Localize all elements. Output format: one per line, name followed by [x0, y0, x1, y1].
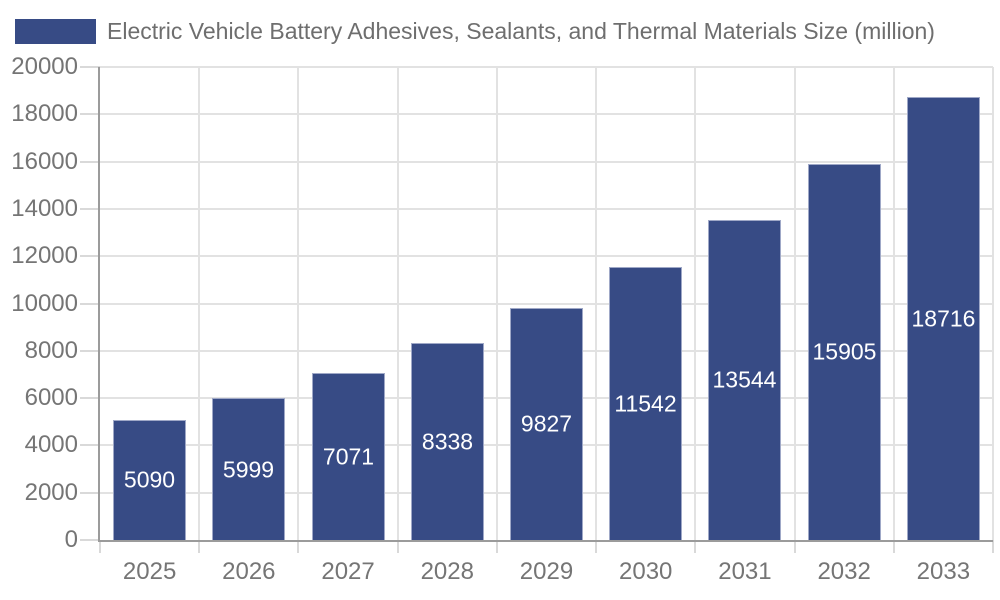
y-tick-label: 20000: [11, 53, 78, 80]
x-axis-line: [98, 540, 993, 542]
y-tick-label: 12000: [11, 242, 78, 270]
bar-2026[interactable]: 5999: [212, 398, 285, 540]
gridline-horizontal: [100, 66, 993, 68]
bar-2033[interactable]: 18716: [907, 97, 980, 540]
x-axis-tick: [495, 540, 498, 553]
bar-value-label: 8338: [421, 428, 474, 455]
y-tick-label: 6000: [24, 384, 78, 412]
x-tick-label: 2033: [916, 558, 971, 585]
x-tick-label: 2030: [619, 558, 673, 585]
bar-value-label: 5090: [123, 466, 176, 493]
gridline-vertical: [694, 67, 697, 540]
gridline-horizontal: [100, 160, 993, 163]
y-axis-tick: [80, 160, 100, 163]
gridline-vertical: [992, 67, 994, 540]
y-axis-tick: [80, 491, 100, 494]
gridline-vertical: [793, 67, 796, 540]
bar-value-label: 7071: [322, 443, 375, 470]
gridline-vertical: [396, 67, 399, 540]
gridline-vertical: [595, 67, 598, 540]
x-tick-label: 2028: [420, 558, 474, 585]
y-axis-line: [98, 67, 100, 542]
gridline-horizontal: [100, 113, 993, 116]
x-tick-label: 2032: [817, 558, 871, 585]
x-axis-tick: [297, 540, 300, 553]
bar-value-label: 11542: [614, 390, 677, 417]
x-axis-tick: [396, 540, 399, 553]
bar-2031[interactable]: 13544: [708, 219, 781, 540]
y-tick-label: 4000: [24, 431, 78, 459]
x-tick-label: 2027: [321, 558, 375, 585]
x-tick-label: 2031: [718, 558, 772, 585]
y-axis-tick: [80, 113, 100, 116]
y-tick-label: 10000: [11, 289, 78, 317]
bar-value-label: 18716: [911, 305, 976, 332]
bar-2030[interactable]: 11542: [609, 267, 682, 540]
x-tick-label: 2025: [122, 558, 177, 585]
y-axis-tick: [80, 207, 100, 210]
x-axis-tick: [99, 540, 101, 553]
y-axis-tick: [80, 302, 100, 305]
y-tick-label: 16000: [11, 147, 78, 175]
bar-2029[interactable]: 9827: [510, 307, 583, 540]
x-axis-tick: [992, 540, 994, 553]
x-axis-tick: [892, 540, 895, 553]
y-tick-label: 14000: [11, 194, 78, 222]
gridline-horizontal: [100, 207, 993, 210]
x-axis-tick: [793, 540, 796, 553]
bar-value-label: 13544: [712, 366, 777, 393]
gridline-vertical: [892, 67, 895, 540]
legend-swatch[interactable]: [15, 19, 96, 44]
x-axis-tick: [198, 540, 201, 553]
gridline-horizontal: [100, 302, 993, 305]
y-tick-label: 18000: [11, 100, 78, 128]
x-axis-tick: [595, 540, 598, 553]
bar-2032[interactable]: 15905: [808, 163, 881, 540]
y-tick-label: 2000: [24, 478, 78, 506]
gridline-vertical: [495, 67, 498, 540]
bar-value-label: 5999: [222, 456, 275, 483]
x-axis-tick: [694, 540, 697, 553]
legend-label[interactable]: Electric Vehicle Battery Adhesives, Seal…: [107, 18, 935, 44]
bar-2027[interactable]: 7071: [312, 372, 385, 540]
y-axis-tick: [80, 444, 100, 447]
x-tick-label: 2029: [519, 558, 574, 585]
gridline-vertical: [198, 67, 201, 540]
gridline-horizontal: [100, 255, 993, 258]
y-axis-tick: [80, 66, 100, 68]
y-tick-label: 8000: [24, 336, 78, 364]
bar-2028[interactable]: 8338: [411, 342, 484, 540]
x-tick-label: 2026: [222, 558, 276, 585]
y-axis-tick: [80, 255, 100, 258]
y-axis-tick: [80, 397, 100, 400]
bar-2025[interactable]: 5090: [113, 419, 186, 540]
y-axis-tick: [80, 539, 100, 541]
y-axis-tick: [80, 349, 100, 352]
y-tick-label: 0: [64, 526, 78, 553]
bar-value-label: 15905: [812, 338, 877, 365]
gridline-vertical: [297, 67, 300, 540]
bar-value-label: 9827: [520, 410, 573, 437]
